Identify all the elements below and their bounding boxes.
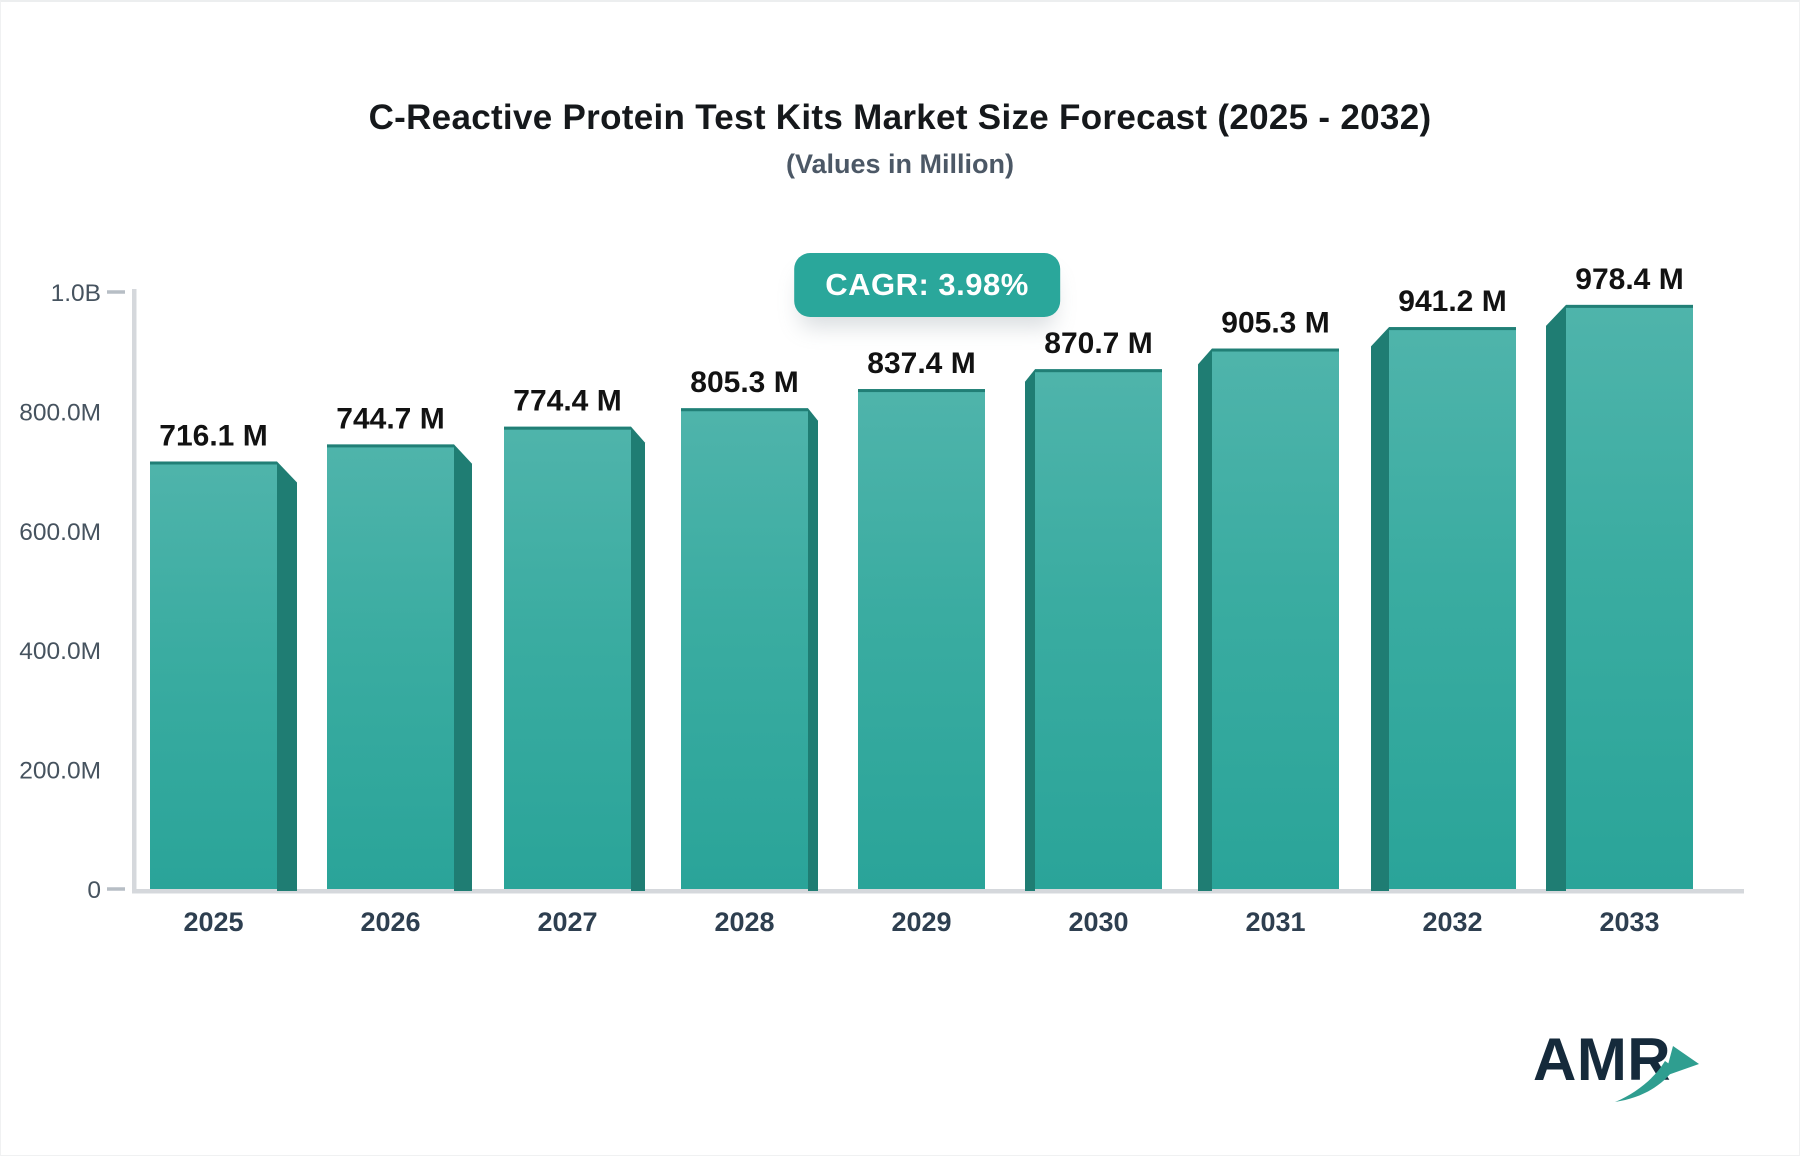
cagr-badge: CAGR: 3.98%	[794, 253, 1060, 317]
x-tick-label: 2031	[1245, 907, 1305, 937]
bar	[858, 389, 985, 889]
bar-top-edge	[681, 408, 808, 412]
bar-side	[1546, 304, 1566, 891]
y-tick-label: 400.0M	[19, 638, 101, 665]
y-axis-line	[132, 289, 137, 893]
bar	[150, 461, 277, 889]
y-tick-label: 800.0M	[19, 399, 101, 426]
bar-side	[808, 408, 818, 891]
bar-top-edge	[1566, 304, 1693, 308]
chart-title: C-Reactive Protein Test Kits Market Size…	[368, 98, 1432, 137]
x-tick-label: 2025	[183, 907, 243, 937]
bar-side	[277, 461, 297, 891]
x-axis-line	[132, 889, 1744, 894]
bar	[1566, 304, 1693, 889]
bar-top-edge	[1035, 369, 1162, 373]
y-tick-label: 0	[87, 877, 101, 904]
chart-subtitle: (Values in Million)	[785, 149, 1015, 179]
bar-value-label: 716.1 M	[159, 419, 267, 452]
amr-logo-text: AMR	[1533, 1026, 1672, 1093]
y-tick-label: 1.0B	[51, 280, 101, 307]
bar	[681, 408, 808, 889]
bar-top-edge	[327, 444, 454, 448]
bar-side	[1198, 348, 1212, 891]
x-tick-label: 2033	[1599, 907, 1659, 937]
bar-top-edge	[858, 389, 985, 393]
x-tick-label: 2029	[891, 907, 951, 937]
x-tick-label: 2032	[1422, 907, 1482, 937]
y-tick-label: 200.0M	[19, 758, 101, 785]
bar-top-edge	[504, 426, 631, 430]
x-tick-label: 2030	[1068, 907, 1128, 937]
x-tick-label: 2027	[537, 907, 597, 937]
bar-value-label: 837.4 M	[867, 347, 975, 380]
bar-value-label: 805.3 M	[690, 366, 798, 399]
bar-side	[454, 444, 472, 891]
bar-value-label: 870.7 M	[1044, 327, 1152, 360]
bar-side	[1025, 369, 1035, 891]
bar	[1035, 369, 1162, 889]
bar-top-edge	[150, 461, 277, 465]
bar-top-edge	[1389, 327, 1516, 331]
bar	[1212, 348, 1339, 889]
y-tick-label: 600.0M	[19, 519, 101, 546]
growth-arrow-icon	[1615, 1046, 1699, 1102]
bar-side	[1371, 327, 1389, 891]
bar-value-label: 941.2 M	[1398, 285, 1506, 318]
bar-value-label: 905.3 M	[1221, 307, 1329, 340]
bar-value-label: 774.4 M	[513, 385, 621, 418]
bar	[504, 426, 631, 889]
x-tick-label: 2026	[360, 907, 420, 937]
bar-value-label: 978.4 M	[1575, 263, 1683, 296]
bar-top-edge	[1212, 348, 1339, 352]
bar-side	[631, 426, 645, 891]
x-tick-label: 2028	[714, 907, 774, 937]
bar	[1389, 327, 1516, 889]
bar	[327, 444, 454, 889]
amr-logo: AMR	[1533, 1030, 1733, 1120]
bar-value-label: 744.7 M	[336, 402, 444, 435]
